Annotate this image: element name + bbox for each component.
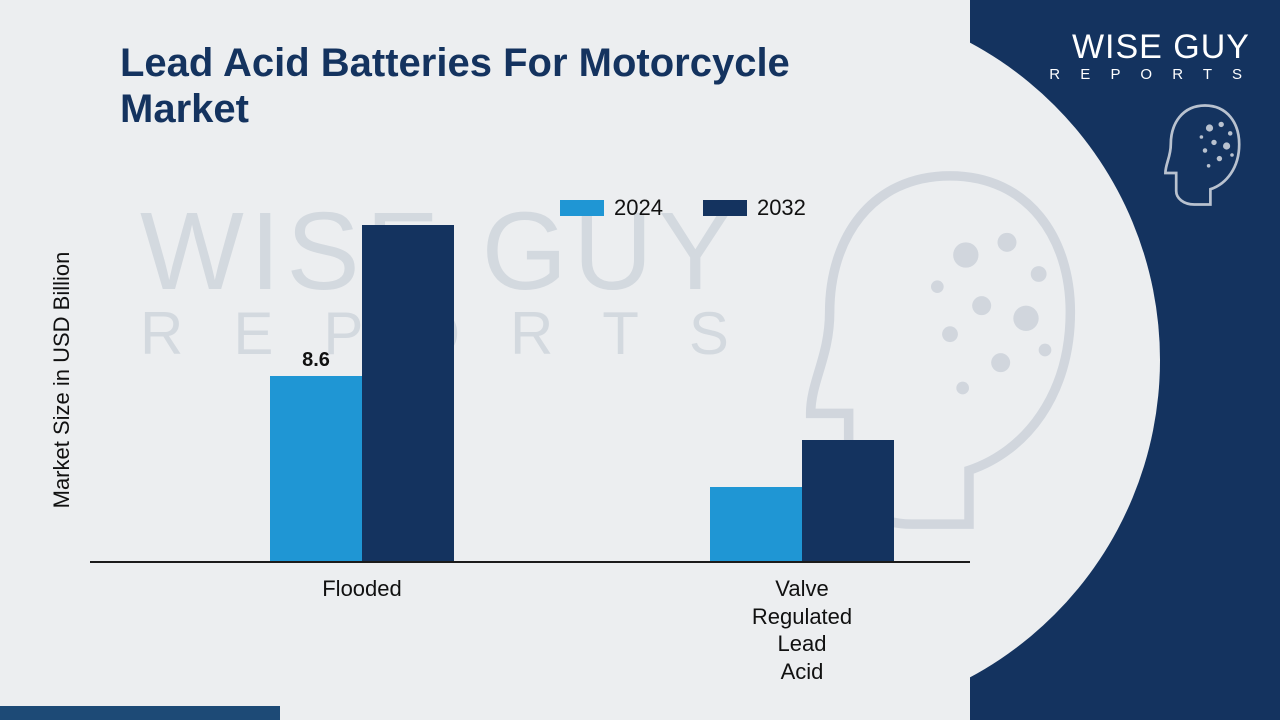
x-tick-label: Flooded bbox=[322, 575, 402, 603]
logo-sub-text: R E P O R T S bbox=[1049, 66, 1250, 83]
plot-area: 8.6 bbox=[90, 225, 970, 563]
logo-main-text: WISE GUY bbox=[1049, 30, 1250, 64]
y-axis-label: Market Size in USD Billion bbox=[49, 252, 75, 509]
logo-head-icon bbox=[1160, 100, 1250, 210]
legend-label: 2032 bbox=[757, 195, 806, 221]
bar bbox=[362, 225, 454, 561]
legend-item: 2024 bbox=[560, 195, 663, 221]
x-tick-label: Valve Regulated Lead Acid bbox=[752, 575, 852, 685]
bar-chart: 8.6 Flooded Valve Regulated Lead Acid bbox=[90, 225, 970, 685]
legend-swatch bbox=[703, 200, 747, 216]
legend-swatch bbox=[560, 200, 604, 216]
chart-title: Lead Acid Batteries For Motorcycle Marke… bbox=[120, 40, 880, 132]
bar bbox=[270, 376, 362, 561]
bar bbox=[710, 487, 802, 561]
legend-label: 2024 bbox=[614, 195, 663, 221]
bar-value-label: 8.6 bbox=[302, 349, 330, 372]
legend: 2024 2032 bbox=[560, 195, 806, 221]
legend-item: 2032 bbox=[703, 195, 806, 221]
bar bbox=[802, 440, 894, 561]
bottom-accent bbox=[0, 706, 280, 720]
wiseguy-logo: WISE GUY R E P O R T S bbox=[1049, 30, 1250, 83]
